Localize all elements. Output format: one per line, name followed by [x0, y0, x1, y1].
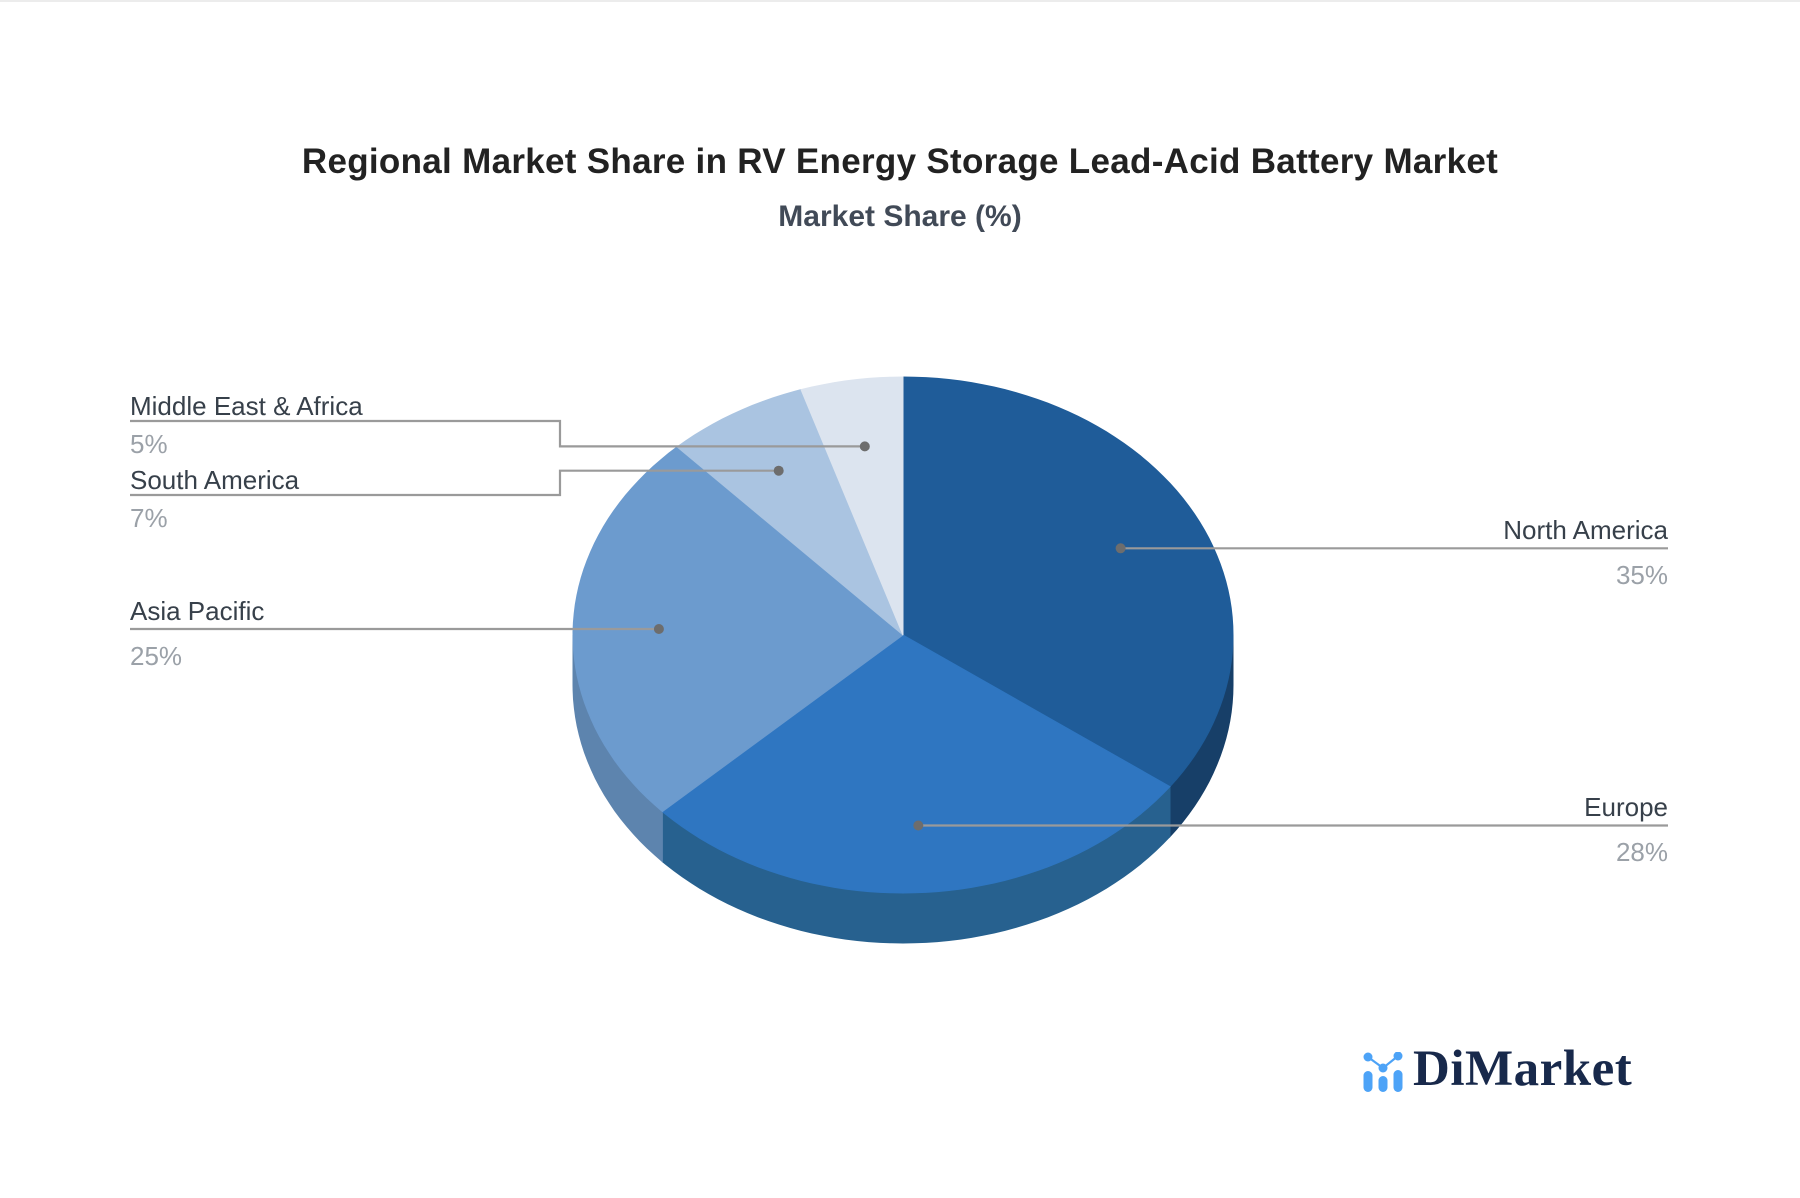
label-south-america: South America 7% — [130, 465, 299, 533]
callout-line-south-america — [130, 469, 779, 497]
pie-slice-north-america — [902, 376, 1234, 788]
pie-slice-asia-pacific — [572, 446, 904, 813]
slice-percent: 35% — [1615, 560, 1668, 590]
label-middle-east-africa: Middle East & Africa 5% — [130, 391, 363, 459]
pie-slice-middle-east-africa — [800, 376, 904, 636]
slice-name: Asia Pacific — [130, 596, 265, 626]
pie-slice-south-america — [676, 389, 904, 636]
slice-percent: 7% — [130, 503, 168, 533]
callout-dot-middle-east-africa — [859, 441, 870, 452]
chart-title: Regional Market Share in RV Energy Stora… — [301, 142, 1499, 181]
dimarket-logo: DiMarket — [1363, 1041, 1633, 1097]
chart-subtitle: Market Share (%) — [778, 200, 1022, 233]
label-north-america: North America 35% — [1503, 515, 1668, 590]
slice-name: North America — [1503, 515, 1668, 545]
pie-slice-europe — [661, 634, 1171, 894]
slice-percent: 28% — [1615, 837, 1668, 867]
callout-dot-europe — [913, 820, 924, 831]
slice-name: Europe — [1584, 792, 1668, 822]
callout-line-middle-east-africa — [130, 419, 865, 448]
callout-dot-north-america — [1115, 543, 1126, 554]
slice-percent: 25% — [130, 641, 183, 671]
callout-dot-south-america — [773, 465, 784, 476]
label-europe: Europe 28% — [1584, 792, 1668, 867]
slice-name: Middle East & Africa — [130, 391, 363, 421]
slice-percent: 5% — [130, 429, 168, 459]
bar-line-chart-icon — [1363, 1052, 1403, 1092]
callout-dot-asia-pacific — [653, 624, 664, 634]
label-asia-pacific: Asia Pacific 25% — [130, 596, 264, 671]
logo-text: DiMarket — [1413, 1041, 1633, 1097]
slice-name: South America — [130, 465, 300, 495]
